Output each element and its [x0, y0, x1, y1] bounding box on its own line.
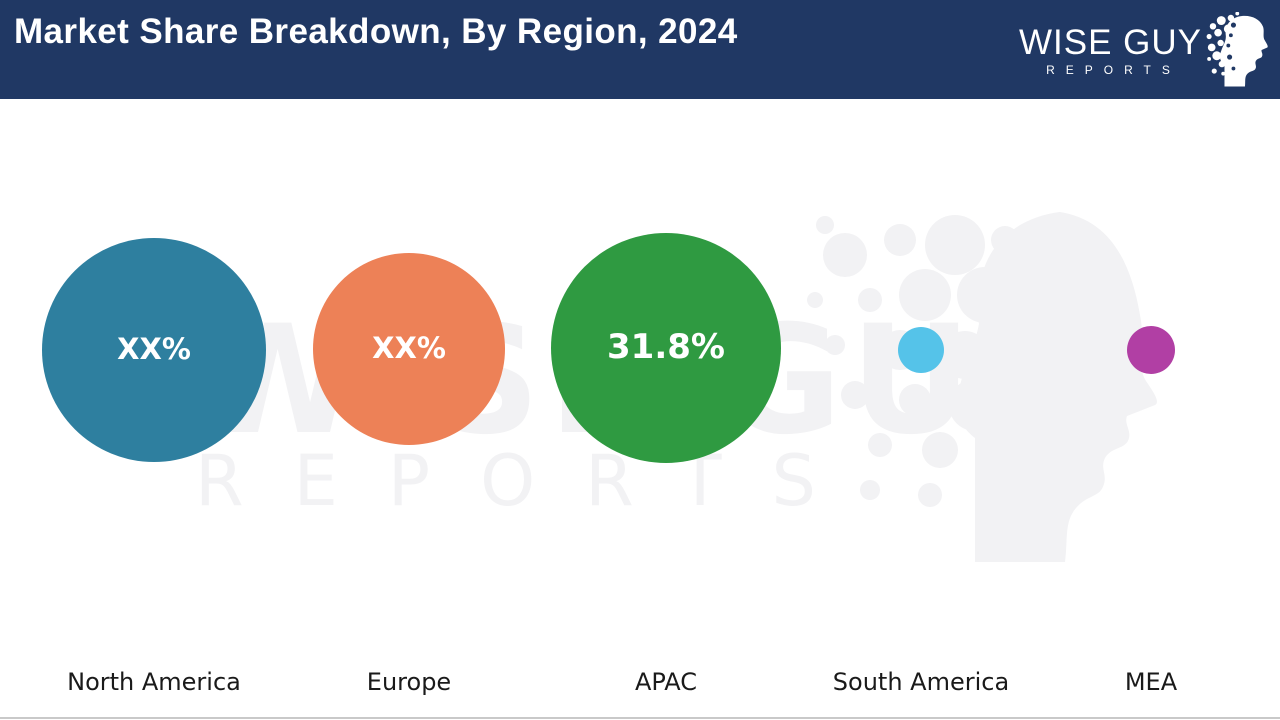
category-label-europe: Europe	[366, 668, 452, 696]
bubble-value-label: XX%	[372, 331, 446, 365]
bubble-value-label: 31.8%	[607, 327, 725, 367]
page-title: Market Share Breakdown, By Region, 2024	[14, 12, 738, 51]
bubble-europe: XX%	[313, 253, 505, 445]
bubble-north-america: XX%	[42, 238, 266, 462]
bottom-divider	[0, 717, 1280, 719]
category-label-apac: APAC	[634, 668, 698, 696]
bubble-value-label: XX%	[117, 332, 191, 366]
bubble-south-america	[898, 327, 944, 373]
wiseguy-head-icon	[1206, 12, 1268, 87]
wiseguy-logo-text: WISE GUY REPORTS	[1019, 25, 1202, 76]
category-label-mea: MEA	[1124, 668, 1178, 696]
category-label-north-america: North America	[67, 668, 241, 696]
category-labels: North America Europe APAC South America MEA	[0, 668, 1280, 704]
logo-subtitle: REPORTS	[1046, 62, 1181, 77]
bubble-mea	[1127, 326, 1175, 374]
category-label-south-america: South America	[832, 668, 1010, 696]
wiseguy-logo: WISE GUY REPORTS	[1019, 12, 1268, 88]
logo-wordmark: WISE GUY	[1018, 22, 1202, 62]
header-bar: Market Share Breakdown, By Region, 2024 …	[0, 0, 1280, 99]
bubble-apac: 31.8%	[551, 233, 781, 463]
